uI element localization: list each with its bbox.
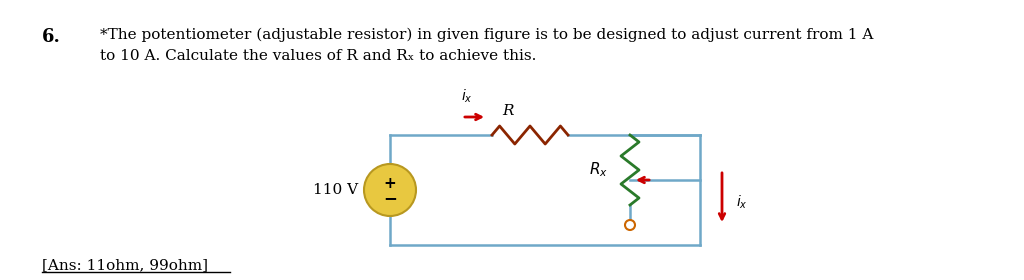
Text: 6.: 6. xyxy=(42,28,60,46)
Text: *The potentiometer (adjustable resistor) in given figure is to be designed to ad: *The potentiometer (adjustable resistor)… xyxy=(100,28,873,63)
Text: +: + xyxy=(384,176,396,190)
Text: 110 V: 110 V xyxy=(313,183,358,197)
Text: $R_x$: $R_x$ xyxy=(589,161,608,179)
Text: −: − xyxy=(383,189,397,207)
Text: $i_x$: $i_x$ xyxy=(461,88,473,105)
Ellipse shape xyxy=(625,220,635,230)
Ellipse shape xyxy=(364,164,416,216)
Text: $i_x$: $i_x$ xyxy=(736,194,748,211)
Text: [Ans: 11ohm, 99ohm]: [Ans: 11ohm, 99ohm] xyxy=(42,258,208,272)
Text: R: R xyxy=(502,104,513,118)
